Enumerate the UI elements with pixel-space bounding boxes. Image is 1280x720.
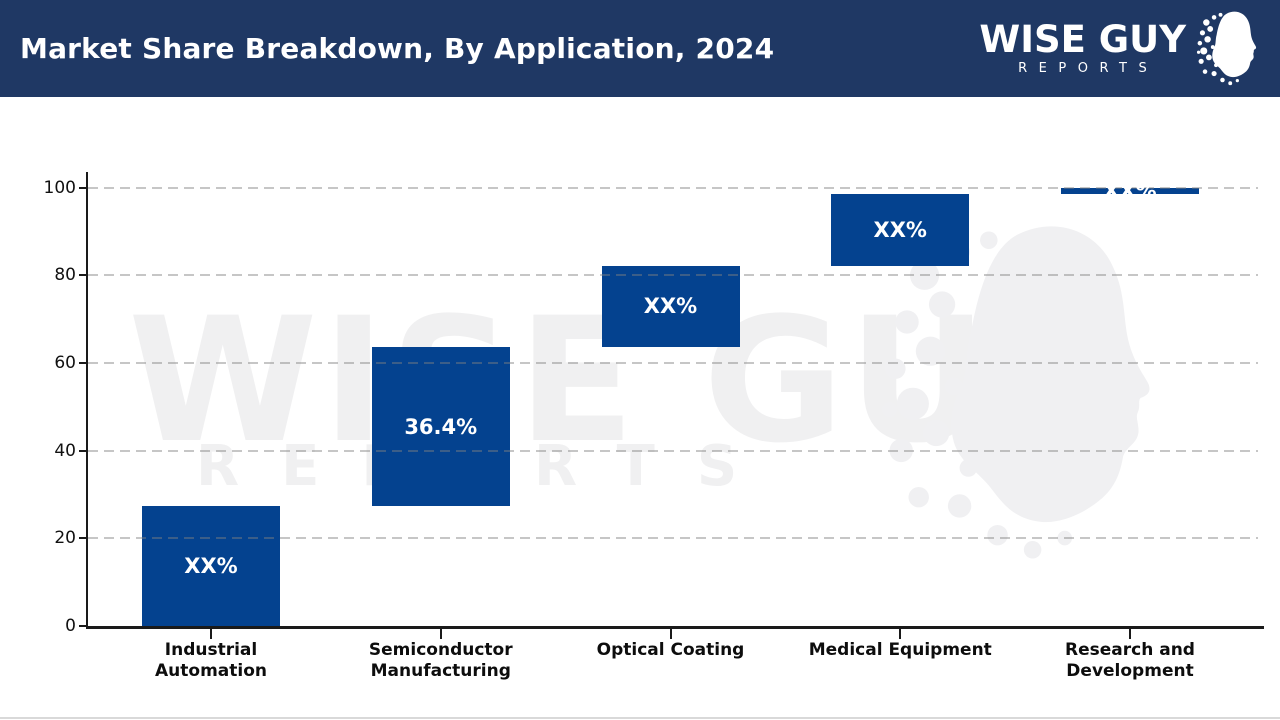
logo-face-icon bbox=[1196, 11, 1257, 85]
bar-label: XX% bbox=[184, 554, 238, 579]
y-tick-label: 40 bbox=[54, 440, 76, 461]
gridline bbox=[88, 449, 1258, 452]
x-tick-label: Medical Equipment bbox=[808, 640, 992, 660]
x-tick-mark bbox=[669, 629, 672, 639]
bar-label: XX% bbox=[873, 217, 927, 242]
logo-reports-text: REPORTS bbox=[1018, 61, 1159, 76]
y-tick-label: 60 bbox=[54, 353, 76, 374]
y-tick-label: 100 bbox=[43, 177, 76, 198]
y-tick-mark bbox=[79, 186, 87, 189]
gridline bbox=[88, 362, 1258, 365]
chart-area: WISE GUY REPORTS 020406080100XX%Industri… bbox=[0, 97, 1280, 720]
bar bbox=[371, 346, 510, 507]
y-tick-mark bbox=[79, 625, 87, 627]
y-tick-label: 80 bbox=[54, 265, 76, 286]
bar bbox=[142, 506, 280, 626]
y-tick-mark bbox=[79, 537, 87, 540]
y-tick-label: 0 bbox=[65, 616, 76, 636]
x-tick-label: Industrial Automation bbox=[155, 640, 267, 681]
y-tick-label: 20 bbox=[54, 528, 76, 549]
x-tick-mark bbox=[210, 629, 212, 639]
gridline bbox=[88, 186, 1258, 189]
gridline bbox=[88, 274, 1258, 277]
gridline bbox=[88, 537, 1258, 540]
header-bar: Market Share Breakdown, By Application, … bbox=[0, 0, 1280, 97]
x-tick-mark bbox=[1129, 629, 1131, 639]
bar-label: XX% bbox=[1103, 178, 1157, 203]
y-tick-mark bbox=[79, 274, 87, 277]
bar bbox=[601, 266, 740, 347]
x-tick-label: Semiconductor Manufacturing bbox=[368, 640, 513, 681]
wiseguy-logo: WISE GUY REPORTS bbox=[979, 7, 1266, 91]
x-tick-label: Optical Coating bbox=[596, 640, 745, 660]
logo-wise-guy-text: WISE GUY bbox=[979, 18, 1186, 61]
bar-label: XX% bbox=[643, 294, 698, 319]
bar bbox=[1061, 187, 1199, 194]
bottom-divider bbox=[0, 717, 1280, 719]
bar-label: 36.4% bbox=[404, 414, 478, 439]
x-axis-line bbox=[86, 626, 1264, 629]
logo-text: WISE GUY REPORTS bbox=[979, 21, 1186, 76]
bar bbox=[831, 193, 970, 267]
x-tick-label: Research and Development bbox=[1065, 640, 1195, 681]
y-tick-mark bbox=[79, 449, 87, 452]
y-axis-line bbox=[86, 172, 88, 628]
x-tick-mark bbox=[439, 629, 442, 639]
y-tick-mark bbox=[79, 362, 87, 365]
x-tick-mark bbox=[899, 629, 902, 639]
chart-title: Market Share Breakdown, By Application, … bbox=[20, 32, 775, 65]
